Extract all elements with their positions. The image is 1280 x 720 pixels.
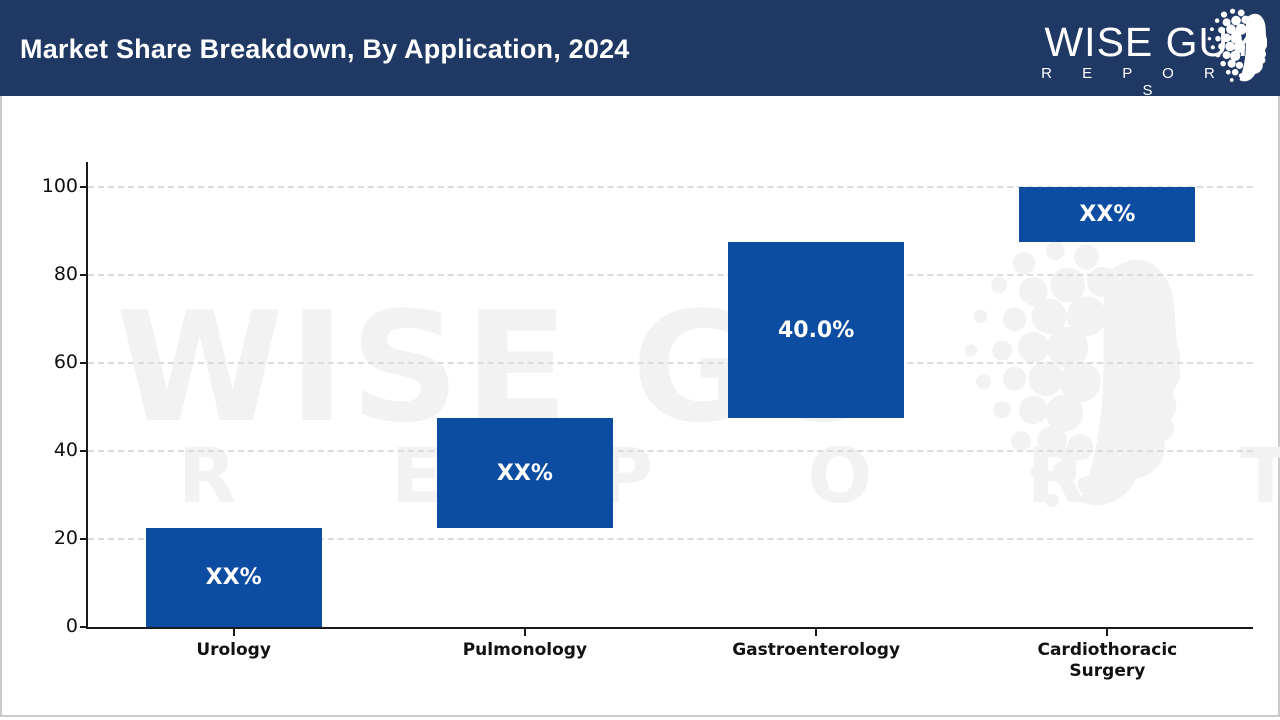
bar-pulmonology: XX% (436, 418, 613, 528)
y-tick-mark (80, 450, 88, 452)
y-tick-label: 60 (53, 351, 78, 373)
y-tick-label: 20 (53, 527, 78, 549)
y-gridline (88, 362, 1253, 364)
wise-guy-reports-logo: WISE GUY R E P O R T S (1012, 4, 1272, 99)
x-category-label: Gastroenterology (732, 640, 901, 660)
y-tick-mark (80, 626, 88, 628)
bar-value-label: XX% (496, 460, 553, 486)
bar-gastroenterology: 40.0% (728, 242, 905, 418)
x-tick-mark (815, 629, 818, 636)
chart-title: Market Share Breakdown, By Application, … (20, 34, 630, 64)
header-band: Market Share Breakdown, By Application, … (0, 0, 1280, 99)
x-tick-mark (1106, 629, 1109, 636)
bar-value-label: XX% (205, 565, 262, 590)
y-tick-mark (80, 274, 88, 276)
y-gridline (88, 450, 1253, 452)
y-tick-mark (80, 186, 88, 188)
y-tick-mark (80, 362, 88, 364)
logo-text: WISE GUY R E P O R T S (1030, 22, 1272, 100)
x-category-label: Urology (196, 640, 271, 660)
y-tick-mark (80, 538, 88, 540)
x-axis-line (86, 627, 1253, 629)
x-category-label: Pulmonology (462, 640, 588, 660)
bar-value-label: 40.0% (777, 317, 855, 343)
y-tick-label: 0 (65, 615, 78, 637)
y-tick-label: 80 (53, 263, 78, 285)
y-tick-label: 40 (53, 439, 78, 461)
y-gridline (88, 538, 1253, 540)
x-tick-mark (523, 629, 526, 636)
y-axis-line (86, 162, 88, 629)
bar-value-label: XX% (1079, 202, 1136, 227)
y-gridline (88, 274, 1253, 276)
bar-urology: XX% (145, 528, 322, 627)
logo-reports-text: R E P O R T S (1041, 65, 1267, 99)
x-tick-mark (232, 629, 235, 636)
y-tick-label: 100 (41, 175, 78, 197)
x-category-label: Cardiothoracic Surgery (1037, 640, 1178, 682)
y-gridline (88, 186, 1253, 188)
bar-cardiothoracic-surgery: XX% (1019, 187, 1196, 242)
